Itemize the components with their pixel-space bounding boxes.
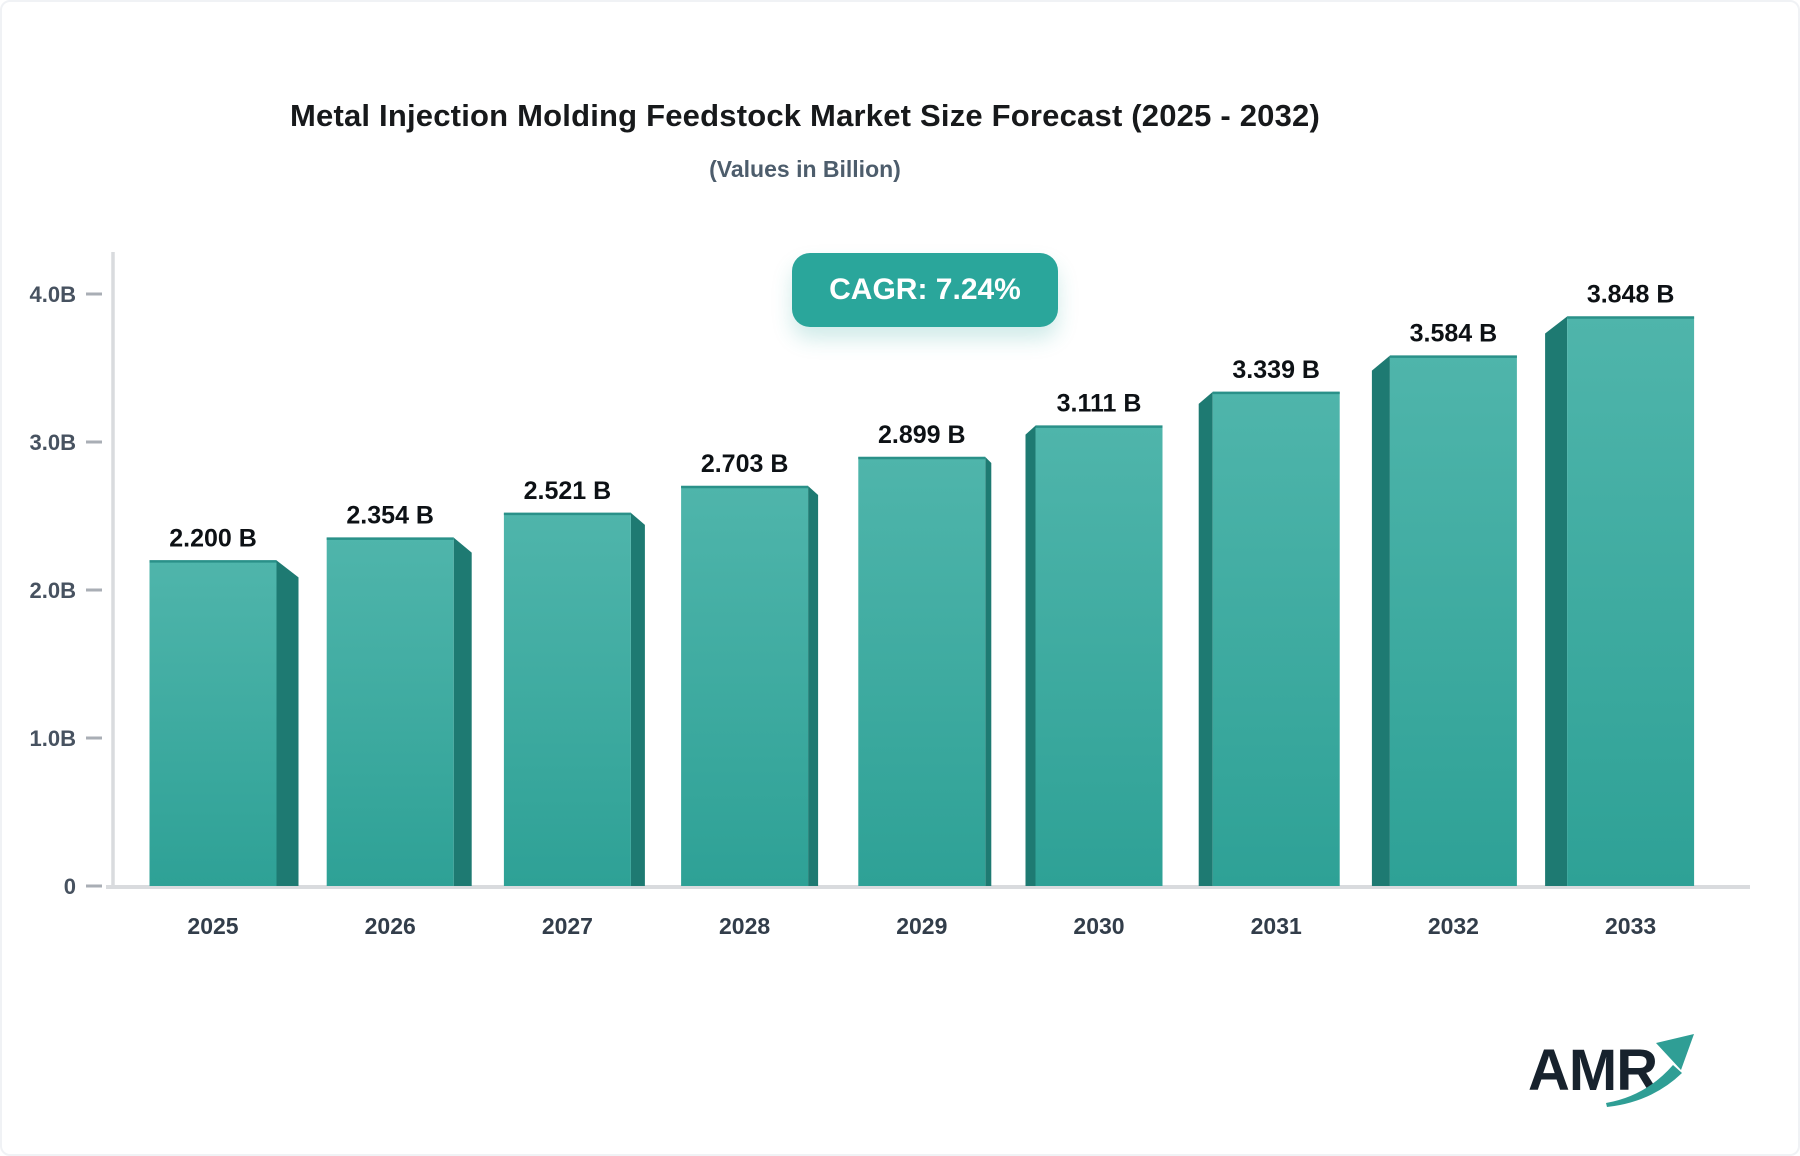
cagr-badge: CAGR: 7.24% (792, 253, 1058, 327)
bar-group-2032: 3.584 B 2032 (1371, 320, 1517, 939)
bar-face (1389, 355, 1517, 886)
bar-value-label: 3.584 B (1410, 320, 1498, 348)
bar-3d-side (276, 560, 299, 886)
logo-arrow-swoosh-icon (1606, 1065, 1682, 1107)
bar-face (1567, 316, 1695, 887)
chart-subtitle: (Values in Billion) (709, 156, 901, 182)
x-axis-category-label: 2028 (719, 913, 770, 939)
bar-face (681, 485, 809, 886)
bar-value-label: 2.521 B (524, 477, 612, 505)
y-axis-tick-label: 0 (64, 874, 76, 899)
bar-face (149, 560, 277, 886)
chart-title: Metal Injection Molding Feedstock Market… (289, 98, 1320, 133)
bar-face (503, 512, 631, 886)
bar-value-label: 2.899 B (878, 421, 966, 449)
bar-3d-side (808, 485, 819, 886)
amr-logo-text: AMR (1528, 1038, 1657, 1103)
bar-3d-side (630, 512, 645, 886)
bar-group-2029: 2.899 B 2029 (858, 421, 992, 939)
x-axis-category-label: 2029 (896, 913, 947, 939)
bar-group-2031: 3.339 B 2031 (1198, 356, 1340, 939)
chart-header: Metal Injection Molding Feedstock Market… (0, 98, 1610, 183)
bar-value-label: 2.703 B (701, 450, 789, 478)
bar-face (1035, 425, 1163, 886)
x-axis-category-label: 2026 (365, 913, 416, 939)
y-axis-tick-label: 1.0B (30, 726, 76, 751)
bar-group-2030: 3.111 B 2030 (1025, 390, 1163, 939)
bar-value-label: 2.354 B (346, 502, 434, 530)
bar-value-label: 3.339 B (1232, 356, 1320, 384)
bar-group-2033: 3.848 B 2033 (1545, 280, 1695, 939)
y-axis-tick-label: 3.0B (30, 430, 76, 455)
x-axis-category-label: 2033 (1605, 913, 1656, 939)
amr-logo: AMR (1528, 1034, 1694, 1107)
bar-value-label: 3.111 B (1057, 390, 1142, 418)
bar-face (1212, 391, 1340, 886)
bar-face (326, 537, 454, 886)
x-axis-category-label: 2025 (187, 913, 238, 939)
y-axis-tick-label: 2.0B (30, 578, 76, 603)
x-axis-category-label: 2032 (1428, 913, 1479, 939)
bar-value-label: 3.848 B (1587, 280, 1675, 308)
bar-group-2025: 2.200 B 2025 (149, 524, 299, 939)
bar-3d-side (1545, 316, 1568, 887)
bar-3d-side (453, 537, 472, 886)
x-axis-category-label: 2031 (1251, 913, 1302, 939)
x-axis-category-label: 2027 (542, 913, 593, 939)
bar-value-label: 2.200 B (169, 524, 257, 552)
bar-3d-side (1371, 355, 1390, 886)
bar-group-2027: 2.521 B 2027 (503, 477, 645, 939)
bar-group-2026: 2.354 B 2026 (326, 502, 472, 939)
bar-3d-side (1025, 425, 1036, 886)
bar-3d-side (985, 456, 992, 886)
logo-arrowhead-icon (1656, 1034, 1694, 1070)
y-axis-tick-label: 4.0B (30, 282, 76, 307)
bar-group-2028: 2.703 B 2028 (681, 450, 819, 939)
bar-3d-side (1198, 391, 1213, 886)
bar-face (858, 456, 986, 886)
x-axis-category-label: 2030 (1073, 913, 1124, 939)
